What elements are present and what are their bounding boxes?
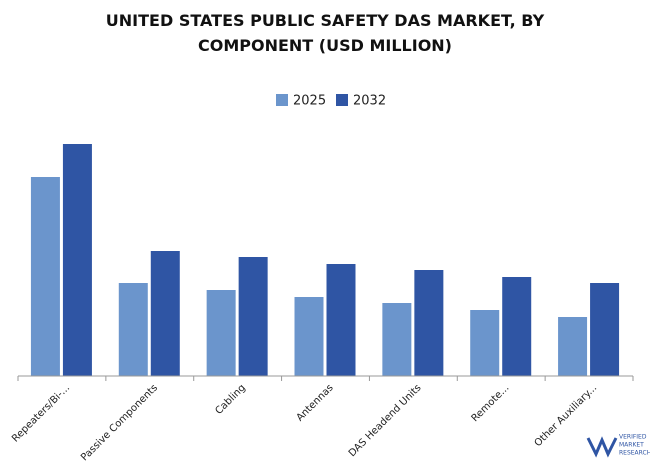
x-tick-label: Passive Components [79, 382, 160, 461]
x-tick-label: Repeaters/Bi-... [10, 382, 72, 444]
logo-text: RESEARCH [619, 450, 650, 457]
x-tick-label: DAS Headend Units [347, 382, 424, 459]
chart-title: UNITED STATES PUBLIC SAFETY DAS MARKET, … [105, 11, 545, 55]
legend-swatch [336, 94, 348, 106]
bar [294, 297, 324, 376]
bar [382, 303, 412, 376]
logo [586, 436, 618, 458]
bar [150, 251, 180, 376]
logo-text: MARKET [619, 442, 644, 449]
bar [206, 290, 236, 376]
bar [30, 177, 60, 376]
x-tick-label: Antennas [295, 382, 336, 423]
bar [238, 257, 268, 376]
legend-label: 2032 [353, 94, 386, 109]
logo-mark [586, 436, 618, 458]
legend-swatch [276, 94, 288, 106]
logo-text: VERIFIED [619, 434, 647, 441]
bar [558, 317, 588, 376]
bar [502, 277, 532, 376]
legend-label: 2025 [293, 94, 326, 109]
x-tick-label: Remote... [470, 382, 512, 424]
bar [118, 283, 148, 376]
bar [414, 270, 444, 376]
x-tick-label: Cabling [213, 382, 247, 416]
bar [62, 144, 92, 376]
bar [590, 283, 620, 376]
bar [326, 264, 356, 376]
bar [470, 310, 500, 376]
